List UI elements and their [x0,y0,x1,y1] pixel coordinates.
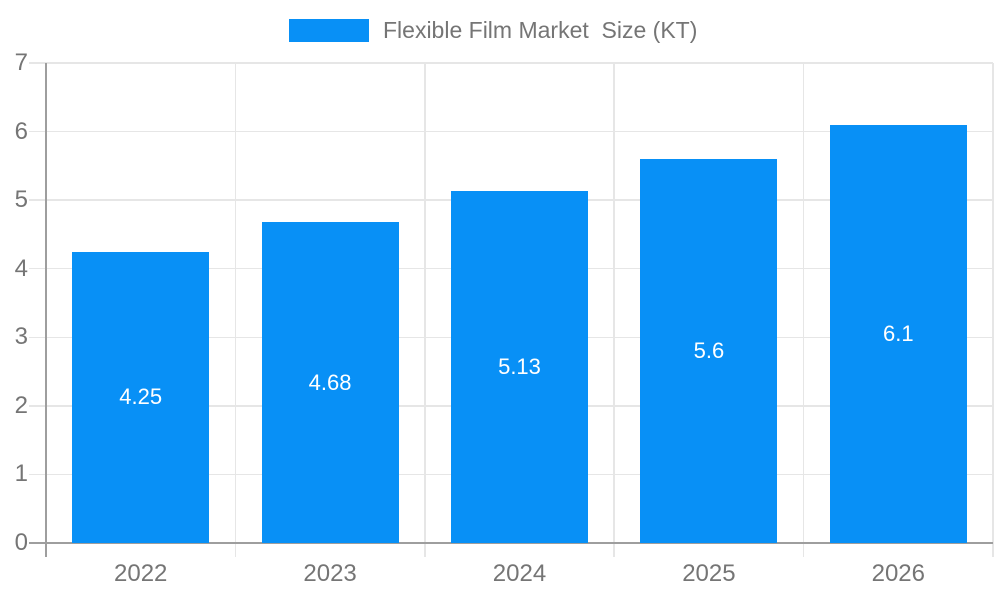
y-axis-tick-label: 6 [14,117,28,145]
bar-2024[interactable]: 5.13 [451,191,588,543]
x-axis-tick-label: 2025 [682,560,736,587]
legend: Flexible Film Market Size (KT) [289,19,697,42]
bar-value-label: 5.13 [498,354,541,380]
x-axis-tick-label: 2024 [492,560,547,587]
legend-label[interactable]: Flexible Film Market Size (KT) [383,17,698,43]
gridline-vertical [424,63,426,557]
x-axis-tick-label: 2022 [114,560,168,587]
gridline-horizontal [29,130,993,133]
bar-value-label: 6.1 [883,320,914,346]
y-axis-tick-label: 1 [14,460,28,488]
x-axis-tick-label: 2023 [303,560,357,587]
gridline-horizontal [29,62,993,64]
x-axis-tick-label: 2026 [871,560,925,587]
y-axis-tick-label: 5 [14,186,28,214]
bar-value-label: 4.25 [119,384,163,410]
bar-2025[interactable]: 5.6 [640,159,778,543]
bar-value-label: 4.68 [308,369,352,395]
bar-2022[interactable]: 4.25 [72,251,210,543]
y-axis-line [44,63,47,557]
bar-2023[interactable]: 4.68 [261,222,399,543]
y-axis-tick-label: 0 [14,529,28,556]
gridline-vertical [992,63,994,557]
y-axis-tick-label: 7 [14,49,28,76]
y-axis-tick-label: 3 [14,323,28,351]
y-axis-tick-label: 2 [14,391,28,419]
bar-2026[interactable]: 6.1 [829,124,967,543]
gridline-vertical [234,63,237,557]
y-axis-tick-label: 4 [14,254,28,282]
bar-value-label: 5.6 [693,338,725,363]
x-axis-line [29,542,993,544]
legend-swatch[interactable] [289,19,369,42]
gridline-vertical [613,63,615,557]
gridline-vertical [802,63,805,557]
